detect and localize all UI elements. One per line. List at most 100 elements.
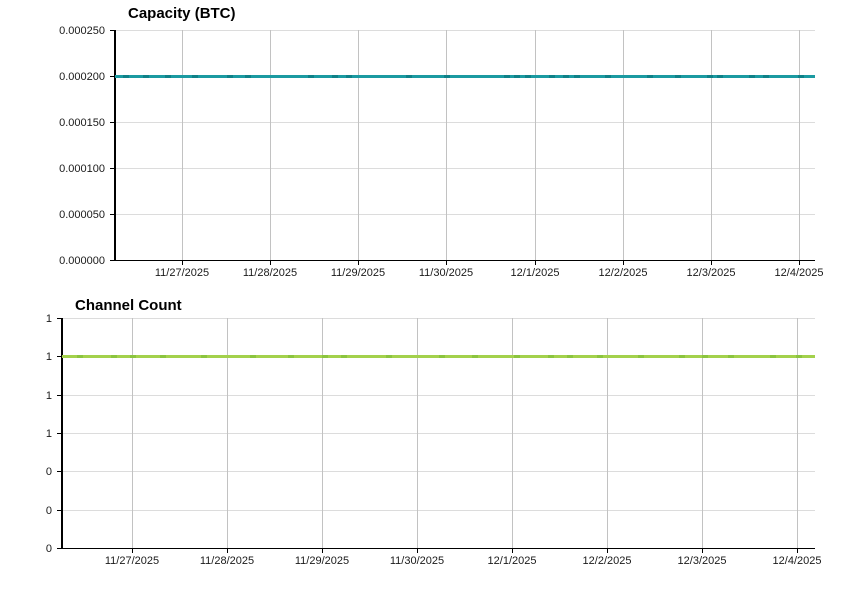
series-data-point <box>514 74 520 78</box>
series-data-point <box>341 354 347 358</box>
series-data-point <box>638 354 644 358</box>
y-axis-tick <box>57 547 62 549</box>
x-axis-tick <box>701 548 703 553</box>
y-gridline <box>115 122 815 123</box>
y-gridline <box>62 510 815 511</box>
series-data-point <box>514 354 520 358</box>
x-tick-label: 11/27/2025 <box>104 555 160 567</box>
series-data-point <box>749 74 755 78</box>
series-data-point <box>574 74 580 78</box>
series-data-point <box>250 354 256 358</box>
x-tick-label: 12/3/2025 <box>677 555 727 567</box>
capacity-plot-area: 0.000250 0.000200 0.000150 0.000100 0.000050… <box>59 25 823 280</box>
series-data-point <box>798 74 804 78</box>
x-axis-tick <box>796 548 798 553</box>
x-axis-tick <box>511 548 513 553</box>
x-gridline <box>132 318 133 548</box>
x-gridline <box>535 30 536 260</box>
x-gridline <box>797 318 798 548</box>
y-gridline <box>115 168 815 169</box>
y-axis-tick <box>110 75 115 77</box>
x-tick-label: 11/29/2025 <box>294 555 350 567</box>
x-axis-tick <box>445 260 447 265</box>
x-tick-label: 11/27/2025 <box>154 267 210 279</box>
x-axis-tick <box>321 548 323 553</box>
x-tick-label: 11/30/2025 <box>389 555 445 567</box>
y-tick-label: 1 <box>45 389 52 402</box>
y-tick-label: 1 <box>45 312 52 325</box>
series-data-point <box>605 74 611 78</box>
x-axis-tick <box>357 260 359 265</box>
series-data-point <box>288 354 294 358</box>
series-data-point <box>549 74 555 78</box>
x-gridline <box>270 30 271 260</box>
y-tick-label: 0 <box>45 504 52 517</box>
x-axis-tick <box>269 260 271 265</box>
y-axis-tick <box>110 259 115 261</box>
x-tick-label: 12/4/2025 <box>772 555 822 567</box>
x-tick-label: 12/2/2025 <box>598 267 648 279</box>
y-gridline <box>115 30 815 31</box>
x-gridline <box>702 318 703 548</box>
series-data-point <box>201 354 207 358</box>
series-data-point <box>77 354 83 358</box>
series-data-point <box>227 74 233 78</box>
x-gridline <box>512 318 513 548</box>
series-line <box>115 74 815 78</box>
x-axis-tick <box>622 260 624 265</box>
y-tick-label: 0 <box>45 465 52 478</box>
series-data-point <box>439 354 445 358</box>
x-axis-tick <box>606 548 608 553</box>
y-tick-label: 0.000150 <box>59 116 105 129</box>
x-axis-line <box>114 259 815 261</box>
y-axis-tick <box>57 470 62 472</box>
series-data-point <box>165 74 171 78</box>
x-tick-label: 12/4/2025 <box>774 267 824 279</box>
series-data-point <box>597 354 603 358</box>
x-tick-label: 12/1/2025 <box>487 555 537 567</box>
y-axis-tick <box>110 213 115 215</box>
y-axis-line <box>114 30 116 261</box>
y-tick-label: 1 <box>45 427 52 440</box>
y-axis-tick <box>57 317 62 319</box>
x-axis-tick <box>131 548 133 553</box>
series-data-point <box>472 354 478 358</box>
x-tick-label: 11/29/2025 <box>330 267 386 279</box>
series-data-point <box>386 354 392 358</box>
series-data-point <box>111 354 117 358</box>
x-axis-tick <box>416 548 418 553</box>
series-data-point <box>346 74 352 78</box>
x-tick-label: 11/30/2025 <box>418 267 474 279</box>
series-data-point <box>675 74 681 78</box>
y-gridline <box>62 471 815 472</box>
series-data-point <box>548 354 554 358</box>
y-axis-line <box>61 318 63 549</box>
y-tick-label: 0.000100 <box>59 162 105 175</box>
y-gridline <box>62 318 815 319</box>
series-data-point <box>504 74 510 78</box>
x-axis-tick <box>710 260 712 265</box>
series-data-point <box>763 74 769 78</box>
x-axis-line <box>61 547 815 549</box>
series-data-point <box>192 74 198 78</box>
x-tick-label: 12/2/2025 <box>582 555 632 567</box>
series-data-point <box>702 354 708 358</box>
series-data-point <box>717 74 723 78</box>
x-gridline <box>607 318 608 548</box>
x-gridline <box>799 30 800 260</box>
series-data-point <box>707 74 713 78</box>
x-axis-tick <box>534 260 536 265</box>
series-data-point <box>444 74 450 78</box>
channel-count-chart-title: Channel Count <box>75 297 182 314</box>
y-tick-label: 0 <box>45 542 52 555</box>
y-axis-tick <box>57 394 62 396</box>
y-tick-label: 0.000000 <box>59 254 105 267</box>
y-gridline <box>115 214 815 215</box>
y-axis-tick <box>110 167 115 169</box>
x-gridline <box>711 30 712 260</box>
series-data-point <box>770 354 776 358</box>
series-data-point <box>796 354 802 358</box>
x-gridline <box>182 30 183 260</box>
y-tick-label: 0.000050 <box>59 208 105 221</box>
